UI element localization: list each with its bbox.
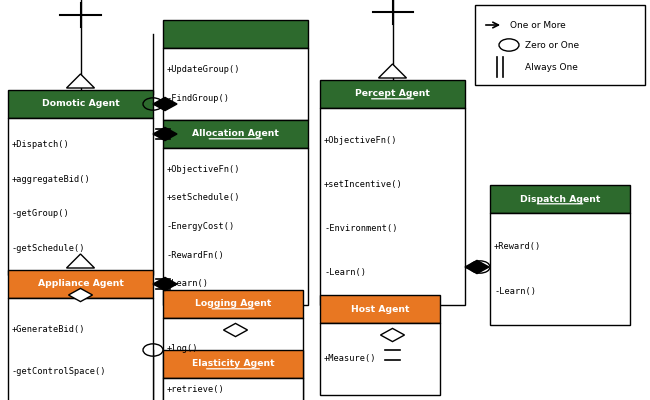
Text: Zero or One: Zero or One xyxy=(525,40,579,50)
Text: +Reward(): +Reward() xyxy=(494,242,541,251)
Text: +Dispatch(): +Dispatch() xyxy=(12,140,70,149)
Text: +GenerateBid(): +GenerateBid() xyxy=(12,325,86,334)
Bar xyxy=(8,298,153,400)
Bar xyxy=(163,318,303,400)
Bar xyxy=(163,148,308,305)
Polygon shape xyxy=(68,288,92,302)
Bar xyxy=(163,378,303,400)
Text: -getGroup(): -getGroup() xyxy=(12,210,70,218)
Bar xyxy=(320,295,440,323)
Text: -Environment(): -Environment() xyxy=(324,224,398,233)
Text: +ObjectiveFn(): +ObjectiveFn() xyxy=(324,136,398,145)
Text: One or More: One or More xyxy=(510,20,566,30)
Text: +retrieve(): +retrieve() xyxy=(167,385,225,394)
Text: Allocation Agent: Allocation Agent xyxy=(192,130,279,138)
Bar xyxy=(163,290,303,318)
Bar xyxy=(163,120,308,148)
Bar xyxy=(8,90,153,118)
Text: Elasticity Agent: Elasticity Agent xyxy=(192,360,274,368)
Text: -RewardFn(): -RewardFn() xyxy=(167,250,225,260)
Bar xyxy=(475,5,645,85)
Bar xyxy=(8,270,153,298)
Text: +aggregateBid(): +aggregateBid() xyxy=(12,174,91,184)
Text: -getSchedule(): -getSchedule() xyxy=(12,244,86,253)
Bar xyxy=(163,20,308,48)
Bar xyxy=(320,323,440,395)
Text: +ObjectiveFn(): +ObjectiveFn() xyxy=(167,165,240,174)
Polygon shape xyxy=(66,254,94,268)
Bar xyxy=(490,185,630,213)
Text: -Learn(): -Learn() xyxy=(494,287,536,296)
Bar xyxy=(320,80,465,108)
Bar xyxy=(8,118,153,275)
Polygon shape xyxy=(153,278,177,290)
Polygon shape xyxy=(66,74,94,88)
Polygon shape xyxy=(380,328,404,342)
Text: -FindGroup(): -FindGroup() xyxy=(167,94,230,103)
Polygon shape xyxy=(465,260,489,274)
Text: -EnergyCost(): -EnergyCost() xyxy=(167,222,235,231)
Bar xyxy=(163,48,308,120)
Text: Host Agent: Host Agent xyxy=(351,304,410,314)
Text: Dispatch Agent: Dispatch Agent xyxy=(520,194,600,204)
Bar xyxy=(163,350,303,378)
Text: +setIncentive(): +setIncentive() xyxy=(324,180,403,189)
Text: +setSchedule(): +setSchedule() xyxy=(167,194,240,202)
Text: Percept Agent: Percept Agent xyxy=(355,90,430,98)
Bar xyxy=(320,108,465,305)
Text: -Learn(): -Learn() xyxy=(167,279,209,288)
Polygon shape xyxy=(224,323,248,336)
Text: -getControlSpace(): -getControlSpace() xyxy=(12,367,107,376)
Text: Always One: Always One xyxy=(525,62,578,72)
Text: +Measure(): +Measure() xyxy=(324,354,376,364)
Text: +log(): +log() xyxy=(167,344,198,353)
Polygon shape xyxy=(378,64,406,78)
Text: Domotic Agent: Domotic Agent xyxy=(42,100,120,108)
Bar xyxy=(490,213,630,325)
Polygon shape xyxy=(153,127,177,140)
Text: Appliance Agent: Appliance Agent xyxy=(38,280,124,288)
Polygon shape xyxy=(153,98,177,110)
Text: Logging Agent: Logging Agent xyxy=(195,300,271,308)
Text: -Learn(): -Learn() xyxy=(324,268,366,277)
Text: +UpdateGroup(): +UpdateGroup() xyxy=(167,65,240,74)
